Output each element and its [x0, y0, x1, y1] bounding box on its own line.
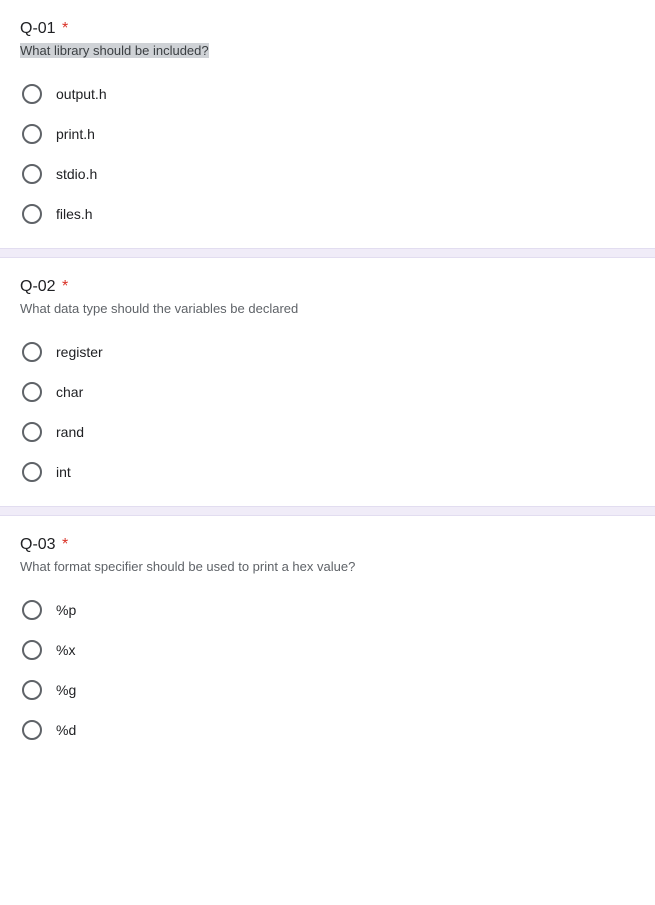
- option-row[interactable]: print.h: [22, 124, 635, 144]
- option-row[interactable]: int: [22, 462, 635, 482]
- options-list: register char rand int: [20, 342, 635, 482]
- radio-icon[interactable]: [22, 422, 42, 442]
- radio-icon[interactable]: [22, 680, 42, 700]
- option-label: rand: [56, 424, 84, 440]
- option-row[interactable]: %d: [22, 720, 635, 740]
- question-subtitle: What data type should the variables be d…: [20, 301, 298, 316]
- option-row[interactable]: stdio.h: [22, 164, 635, 184]
- question-title: Q-03 *: [20, 536, 635, 554]
- radio-icon[interactable]: [22, 164, 42, 184]
- option-label: print.h: [56, 126, 95, 142]
- question-title: Q-02 *: [20, 278, 635, 296]
- required-marker: *: [62, 536, 68, 553]
- option-label: %d: [56, 722, 76, 738]
- radio-icon[interactable]: [22, 382, 42, 402]
- radio-icon[interactable]: [22, 462, 42, 482]
- option-label: register: [56, 344, 103, 360]
- question-block-1: Q-01 * What library should be included? …: [0, 0, 655, 248]
- options-list: %p %x %g %d: [20, 600, 635, 740]
- radio-icon[interactable]: [22, 342, 42, 362]
- option-row[interactable]: files.h: [22, 204, 635, 224]
- option-row[interactable]: register: [22, 342, 635, 362]
- question-id: Q-03: [20, 536, 56, 553]
- option-row[interactable]: rand: [22, 422, 635, 442]
- option-label: files.h: [56, 206, 93, 222]
- question-block-3: Q-03 * What format specifier should be u…: [0, 516, 655, 764]
- question-subtitle: What format specifier should be used to …: [20, 559, 355, 574]
- option-row[interactable]: %g: [22, 680, 635, 700]
- options-list: output.h print.h stdio.h files.h: [20, 84, 635, 224]
- option-label: %x: [56, 642, 75, 658]
- radio-icon[interactable]: [22, 720, 42, 740]
- option-row[interactable]: %x: [22, 640, 635, 660]
- question-id: Q-01: [20, 20, 56, 37]
- radio-icon[interactable]: [22, 600, 42, 620]
- question-id: Q-02: [20, 278, 56, 295]
- option-label: char: [56, 384, 83, 400]
- radio-icon[interactable]: [22, 640, 42, 660]
- radio-icon[interactable]: [22, 84, 42, 104]
- option-row[interactable]: char: [22, 382, 635, 402]
- section-divider: [0, 506, 655, 516]
- option-label: output.h: [56, 86, 107, 102]
- radio-icon[interactable]: [22, 124, 42, 144]
- option-label: stdio.h: [56, 166, 97, 182]
- required-marker: *: [62, 20, 68, 37]
- question-block-2: Q-02 * What data type should the variabl…: [0, 258, 655, 506]
- option-row[interactable]: %p: [22, 600, 635, 620]
- option-label: %g: [56, 682, 76, 698]
- question-title: Q-01 *: [20, 20, 635, 38]
- required-marker: *: [62, 278, 68, 295]
- option-row[interactable]: output.h: [22, 84, 635, 104]
- question-subtitle: What library should be included?: [20, 43, 209, 58]
- option-label: %p: [56, 602, 76, 618]
- option-label: int: [56, 464, 71, 480]
- section-divider: [0, 248, 655, 258]
- radio-icon[interactable]: [22, 204, 42, 224]
